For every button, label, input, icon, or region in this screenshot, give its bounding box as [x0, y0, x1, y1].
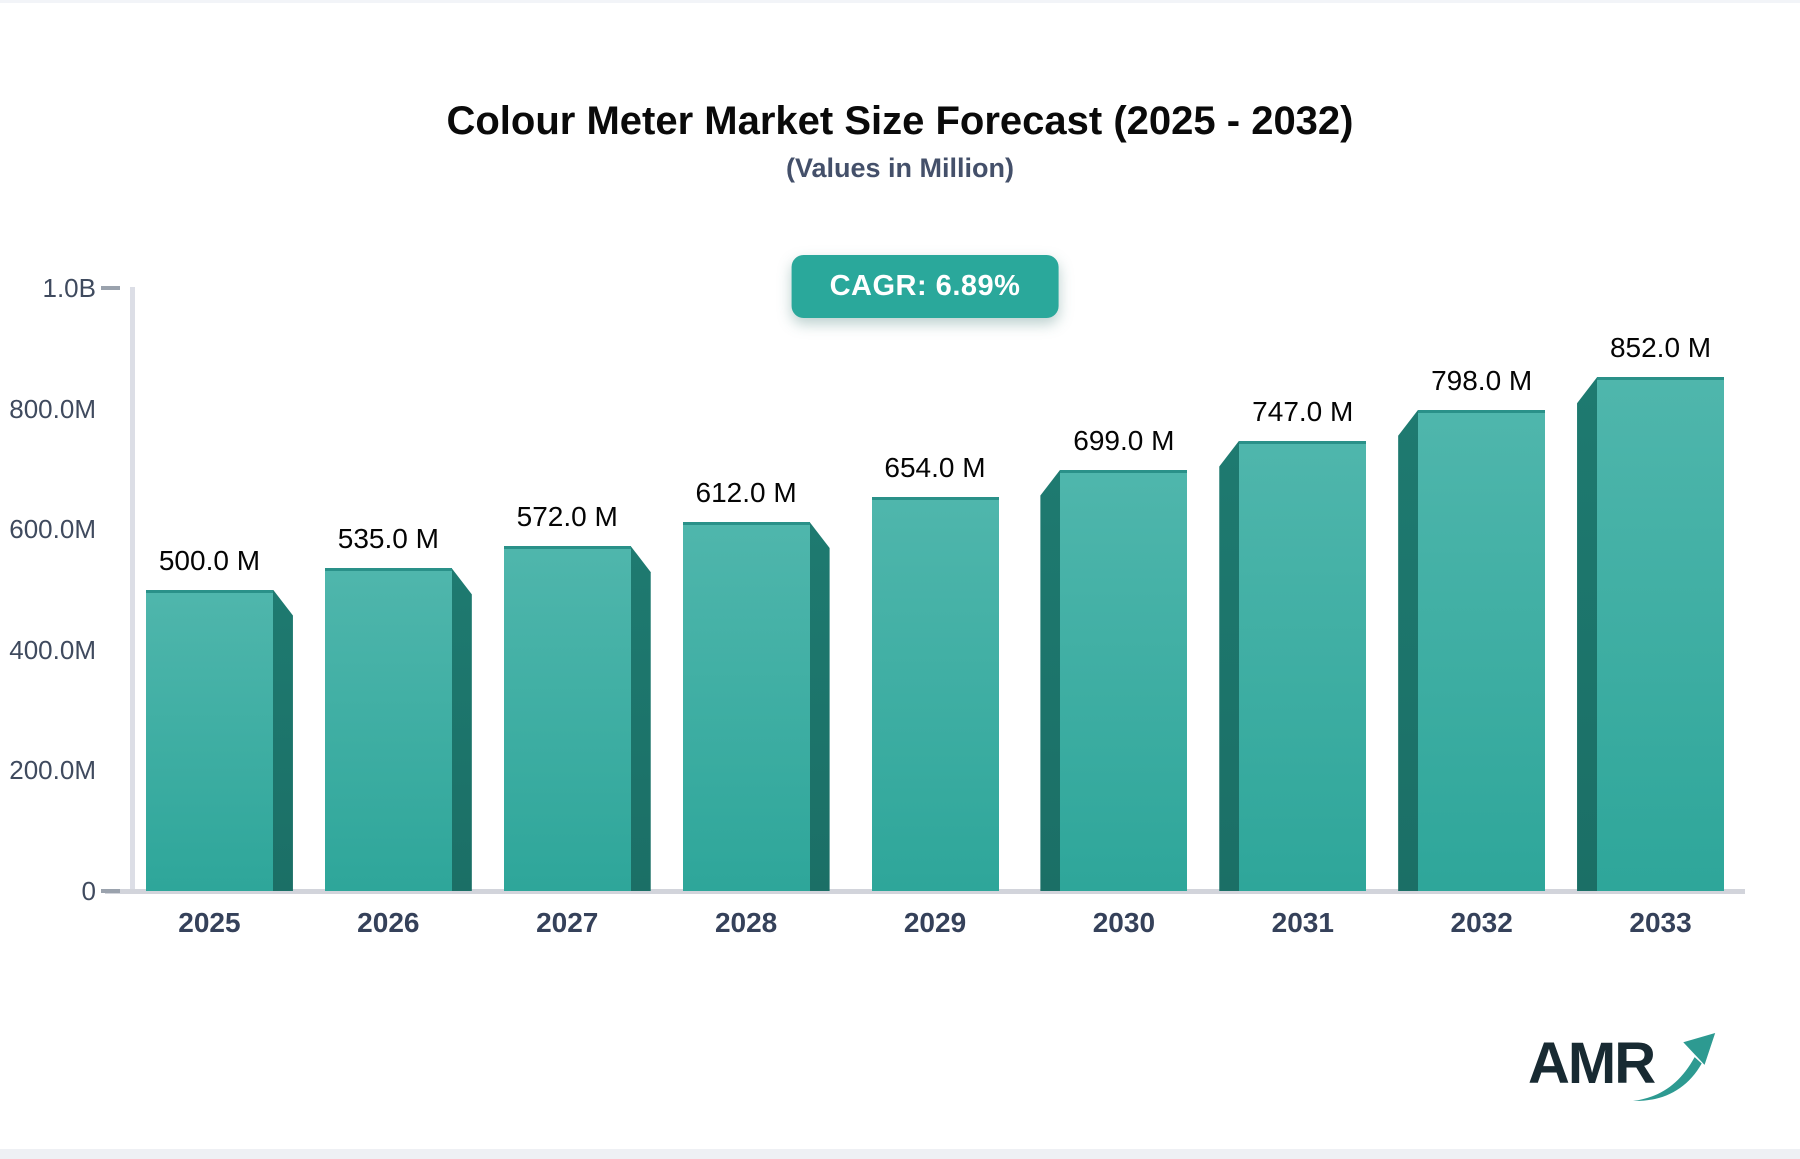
y-tick-label: 600.0M — [9, 514, 96, 545]
x-tick-label: 2026 — [357, 907, 420, 938]
bar-2033-side — [1577, 377, 1598, 891]
bar-value-label: 500.0 M — [158, 544, 261, 576]
bar-value-label: 535.0 M — [337, 523, 439, 555]
bar-2031-side — [1219, 440, 1240, 891]
y-tick-dash — [101, 889, 120, 893]
bar-value-label: 654.0 M — [884, 451, 986, 483]
bar-2032-side — [1398, 409, 1419, 891]
bar-2026-side — [451, 568, 472, 891]
growth-arrow-icon — [1633, 1033, 1716, 1102]
bar-value-label: 572.0 M — [516, 501, 618, 533]
bar-value-label: 852.0 M — [1609, 332, 1712, 364]
bar-value-label: 798.0 M — [1431, 364, 1533, 396]
cagr-badge: CAGR: 6.89% — [791, 255, 1059, 318]
y-axis-line — [130, 287, 135, 891]
y-tick-label: 200.0M — [9, 755, 96, 786]
bar-2027-side — [630, 546, 651, 891]
bar-2033 — [1597, 377, 1725, 891]
y-tick-label: 1.0B — [42, 273, 97, 303]
bar-2025-side — [272, 589, 293, 891]
x-tick-label: 2029 — [903, 907, 967, 938]
bar-2028 — [682, 521, 810, 891]
x-tick-label: 2030 — [1092, 907, 1156, 938]
bar-2031 — [1239, 440, 1367, 891]
bar-2030-side — [1040, 469, 1061, 891]
x-tick-label: 2031 — [1271, 907, 1334, 938]
bar-2025 — [145, 589, 273, 891]
y-tick-label: 0 — [81, 876, 96, 906]
x-tick-label: 2032 — [1450, 907, 1513, 938]
y-tick-dash — [101, 286, 120, 290]
x-axis-baseline — [105, 889, 1745, 894]
bar-2029 — [871, 496, 999, 891]
x-tick-label: 2028 — [714, 907, 778, 938]
amr-logo: AMR — [1528, 1031, 1718, 1115]
x-tick-label: 2025 — [178, 907, 241, 938]
bar-value-label: 747.0 M — [1252, 395, 1354, 427]
x-tick-label: 2033 — [1629, 907, 1692, 938]
bar-2027 — [503, 546, 631, 891]
amr-logo-text: AMR — [1528, 1031, 1656, 1096]
bar-2026 — [324, 568, 452, 891]
y-tick-label: 800.0M — [9, 393, 96, 424]
bar-2028-side — [809, 521, 830, 891]
chart-title: Colour Meter Market Size Forecast (2025 … — [446, 99, 1354, 143]
y-tick-label: 400.0M — [9, 634, 96, 665]
x-tick-label: 2027 — [536, 907, 599, 938]
bottom-strip — [0, 1149, 1800, 1159]
chart-subtitle: (Values in Million) — [785, 153, 1015, 183]
bar-value-label: 699.0 M — [1073, 424, 1175, 456]
bar-2030 — [1060, 469, 1188, 891]
bar-2032 — [1418, 409, 1546, 891]
bar-value-label: 612.0 M — [695, 476, 797, 508]
